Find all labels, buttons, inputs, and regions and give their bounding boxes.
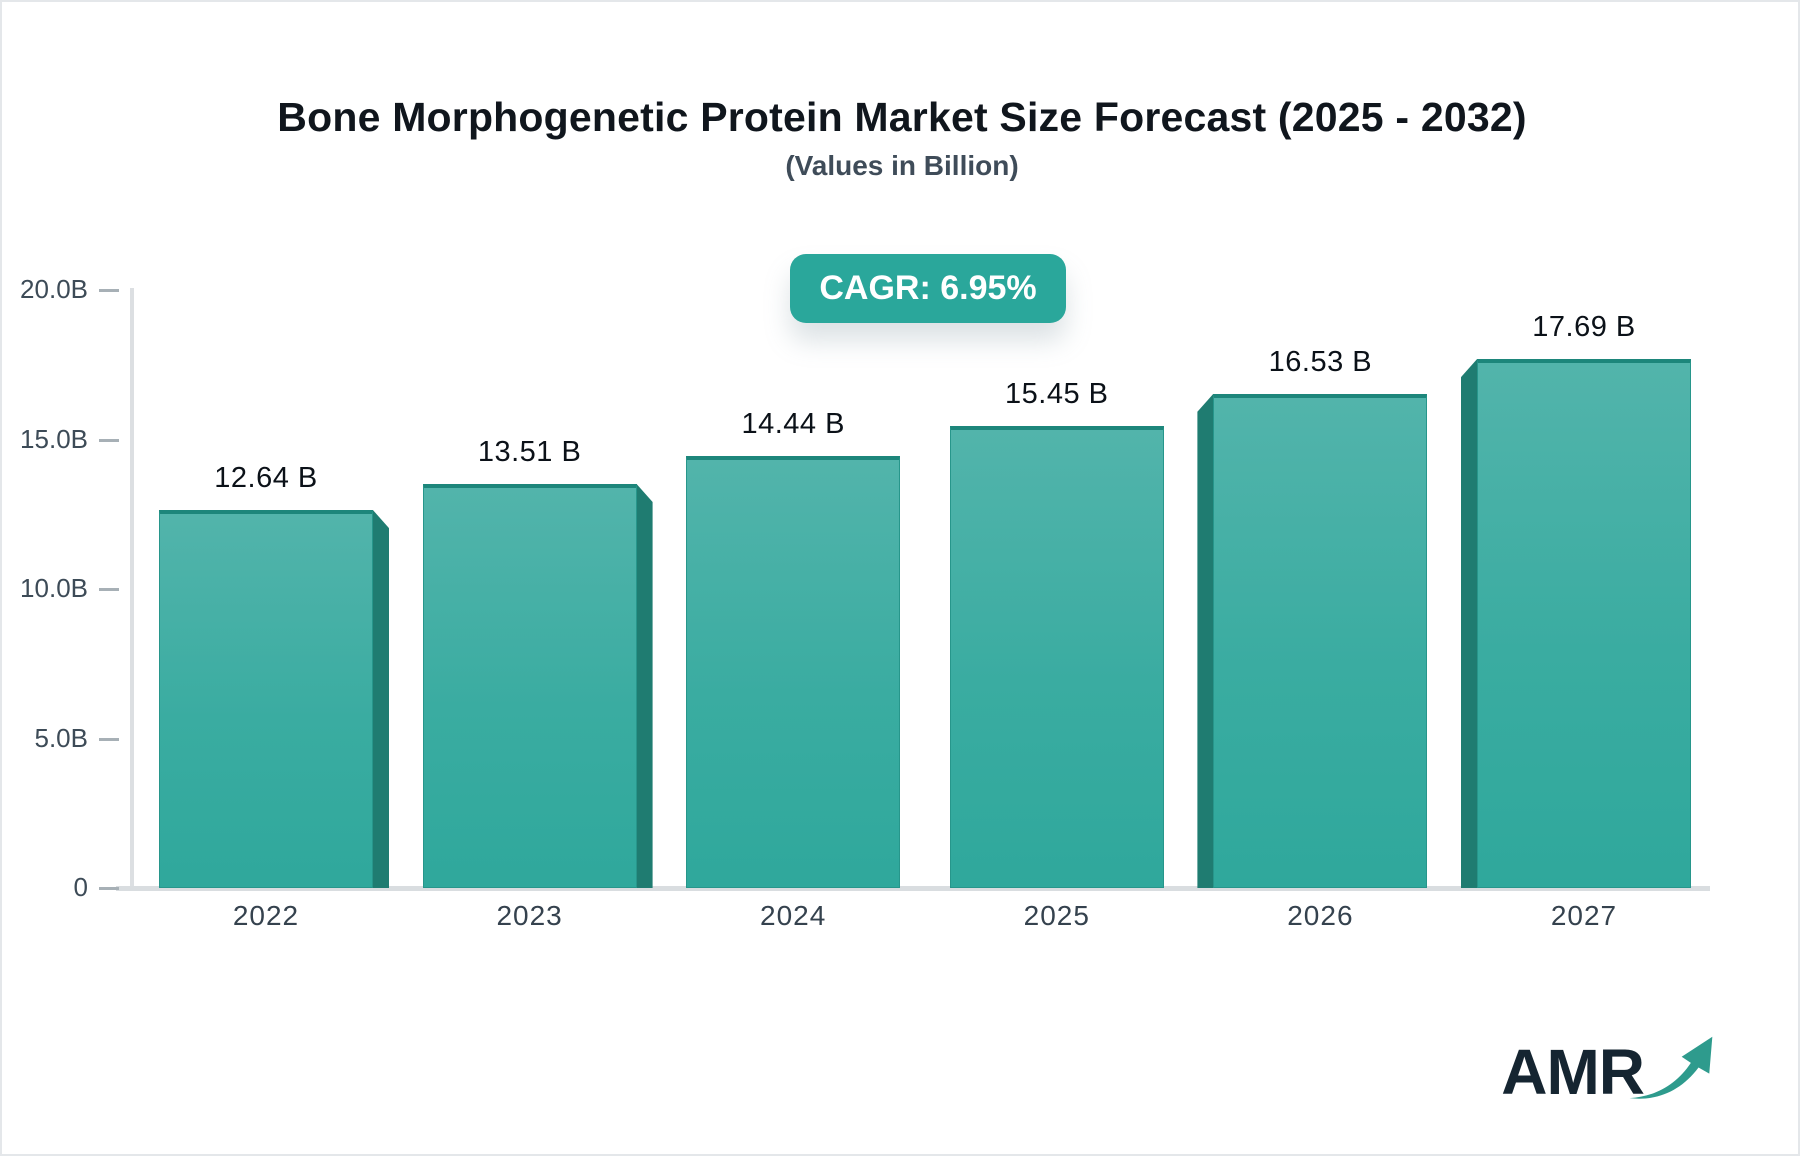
y-tick-label: 0 bbox=[73, 872, 88, 902]
bar-3d-side bbox=[373, 510, 389, 888]
y-axis-line bbox=[130, 288, 134, 888]
bar-3d-side bbox=[636, 484, 653, 888]
amr-logo: AMR bbox=[1501, 1036, 1720, 1110]
bar-2022 bbox=[159, 510, 373, 888]
y-tick-mark bbox=[99, 887, 119, 890]
amr-logo-text: AMR bbox=[1501, 1036, 1645, 1108]
y-tick-mark bbox=[99, 737, 119, 741]
y-tick-label: 15.0B bbox=[20, 423, 88, 454]
x-axis-label: 2027 bbox=[1550, 900, 1618, 931]
y-tick-label: 5.0B bbox=[34, 722, 89, 753]
bar-2025 bbox=[949, 426, 1164, 888]
bar-2026 bbox=[1213, 393, 1428, 888]
y-tick-mark bbox=[99, 289, 119, 292]
chart-title: Bone Morphogenetic Protein Market Size F… bbox=[277, 94, 1527, 140]
y-tick-mark bbox=[99, 588, 119, 591]
y-tick-label: 20.0B bbox=[20, 274, 88, 304]
bar-2027 bbox=[1477, 359, 1691, 888]
bar-value-label: 16.53 B bbox=[1268, 345, 1373, 378]
y-tick-mark bbox=[99, 438, 119, 442]
x-axis-label: 2024 bbox=[760, 900, 827, 931]
cagr-badge: CAGR: 6.95% bbox=[790, 254, 1066, 323]
x-axis-label: 2022 bbox=[232, 900, 300, 931]
chart-subtitle: (Values in Billion) bbox=[785, 150, 1019, 181]
x-axis-label: 2025 bbox=[1023, 900, 1090, 931]
x-axis-label: 2026 bbox=[1287, 900, 1354, 931]
bar-2024 bbox=[686, 456, 901, 888]
bar-value-label: 12.64 B bbox=[214, 462, 318, 495]
bar-value-label: 17.69 B bbox=[1532, 311, 1636, 344]
y-tick-label: 10.0B bbox=[20, 573, 88, 603]
x-axis-line bbox=[116, 886, 1710, 891]
amr-logo-arrow-icon bbox=[1629, 1036, 1713, 1099]
bar-value-label: 15.45 B bbox=[1005, 378, 1109, 411]
bar-value-label: 14.44 B bbox=[741, 408, 845, 441]
bar-3d-side bbox=[1461, 359, 1477, 888]
bar-value-label: 13.51 B bbox=[477, 436, 582, 469]
bar-2023 bbox=[422, 484, 637, 888]
x-axis-label: 2023 bbox=[496, 900, 563, 931]
bar-3d-side bbox=[1197, 393, 1214, 888]
